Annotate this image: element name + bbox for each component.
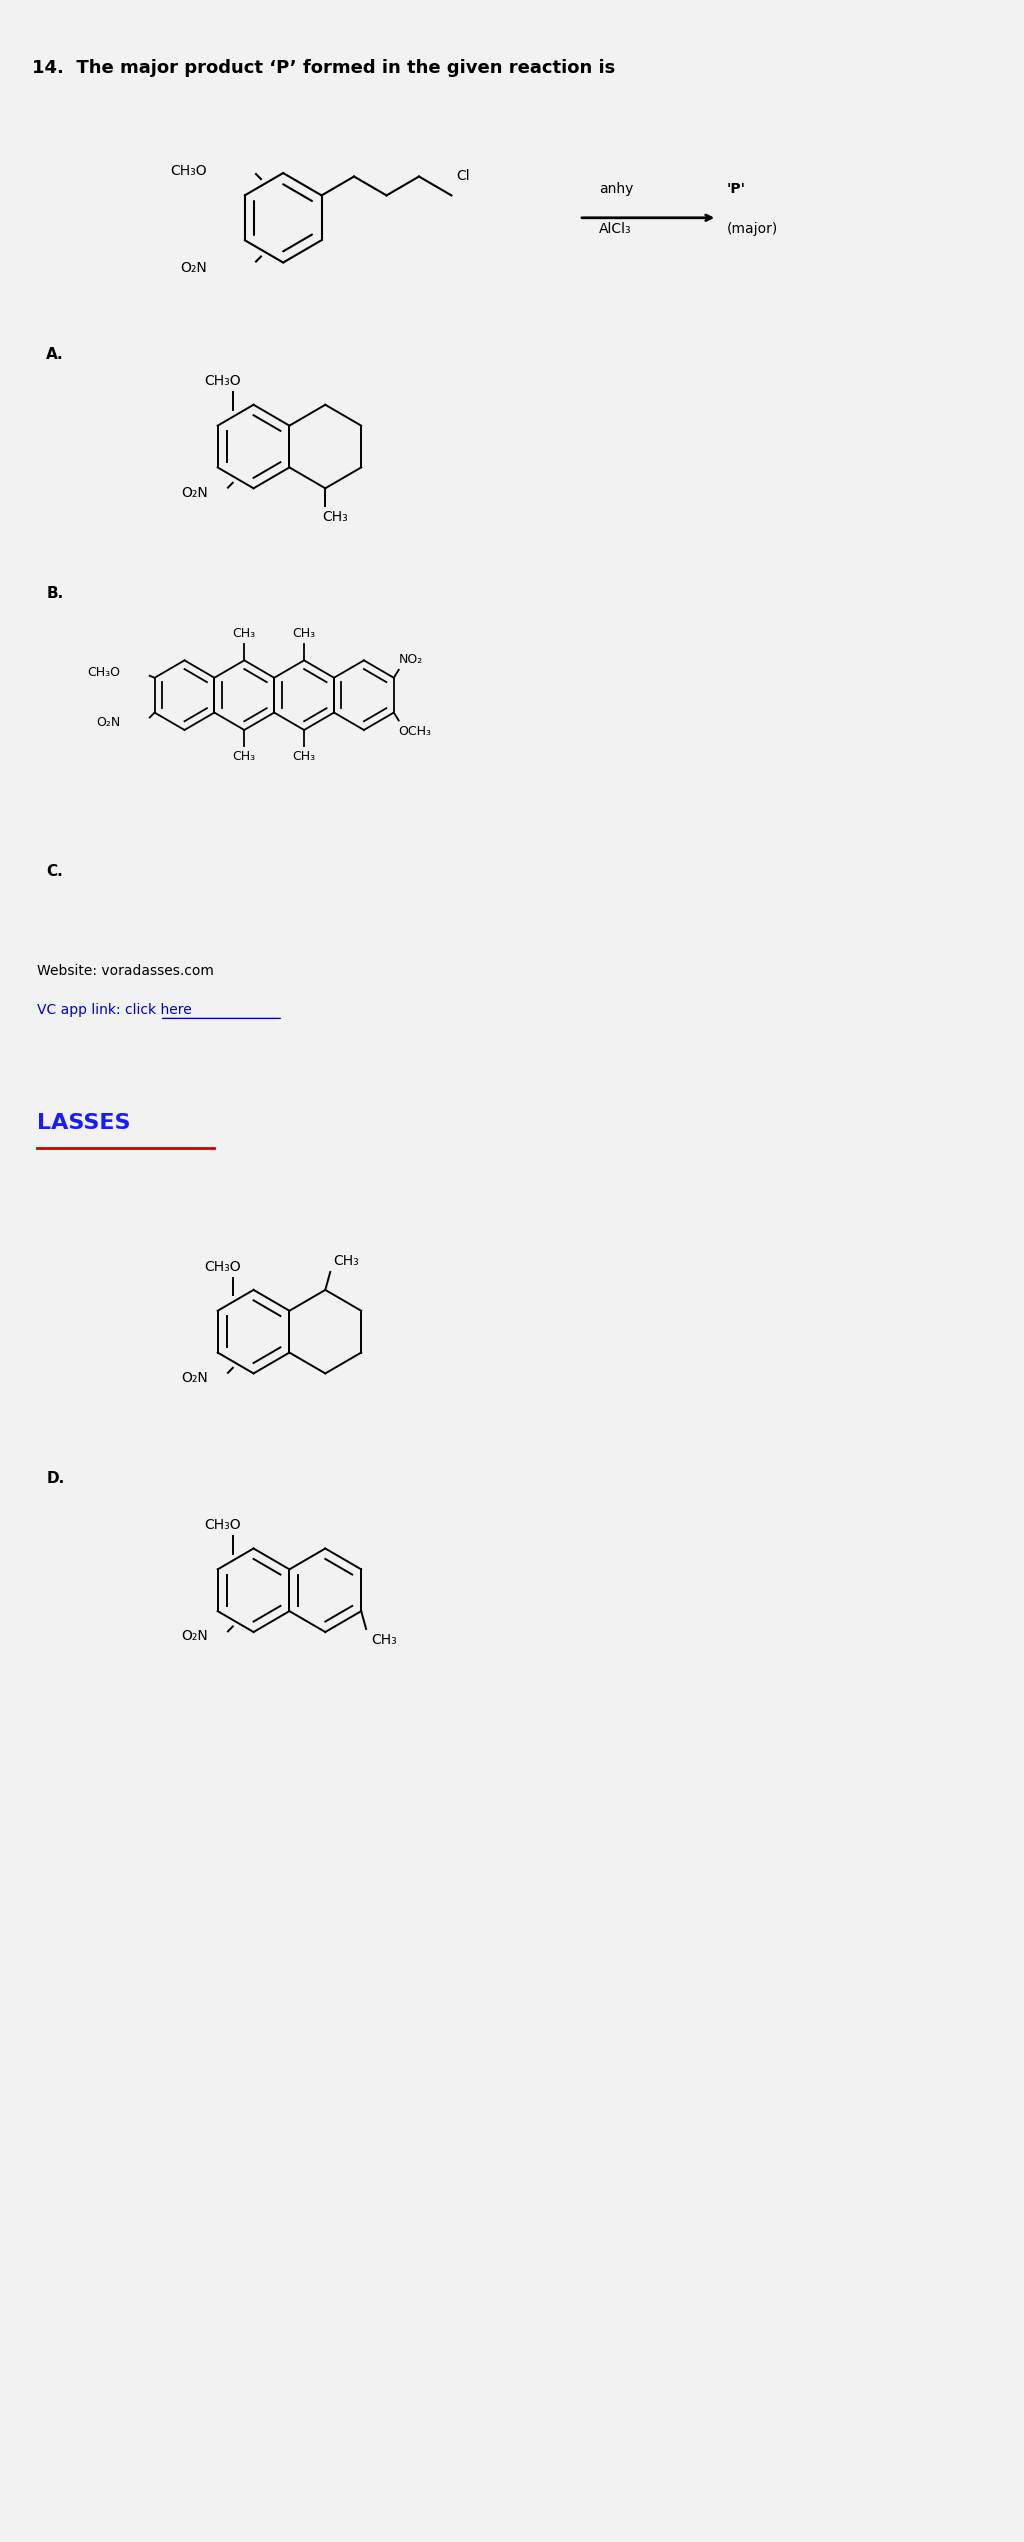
Text: Website: voradasses.com: Website: voradasses.com (37, 963, 213, 979)
Text: 14.  The major product ‘P’ formed in the given reaction is: 14. The major product ‘P’ formed in the … (32, 58, 614, 76)
Text: VC app link: click here: VC app link: click here (37, 1004, 191, 1017)
Text: O₂N: O₂N (96, 717, 120, 730)
Text: B.: B. (46, 585, 63, 600)
Text: CH₃: CH₃ (333, 1253, 359, 1268)
Text: Cl: Cl (457, 170, 470, 183)
Text: anhy: anhy (599, 183, 633, 196)
Text: C.: C. (46, 864, 63, 880)
Text: OCH₃: OCH₃ (398, 724, 432, 737)
Text: NO₂: NO₂ (398, 653, 423, 666)
Text: CH₃: CH₃ (371, 1632, 397, 1647)
Text: AlCl₃: AlCl₃ (599, 221, 632, 236)
Text: O₂N: O₂N (180, 262, 207, 275)
Text: LASSES: LASSES (37, 1113, 130, 1134)
Text: CH₃: CH₃ (293, 628, 315, 641)
Text: CH₃O: CH₃O (87, 666, 120, 679)
Text: CH₃: CH₃ (232, 628, 256, 641)
Text: CH₃: CH₃ (232, 750, 256, 763)
Text: (major): (major) (727, 221, 778, 236)
Text: CH₃O: CH₃O (205, 1261, 242, 1274)
Text: A.: A. (46, 348, 65, 361)
Text: O₂N: O₂N (181, 1629, 208, 1642)
Text: O₂N: O₂N (181, 486, 208, 501)
Text: CH₃O: CH₃O (205, 1518, 242, 1533)
Text: O₂N: O₂N (181, 1370, 208, 1385)
Text: CH₃: CH₃ (293, 750, 315, 763)
Text: CH₃O: CH₃O (170, 165, 207, 178)
Text: CH₃O: CH₃O (205, 374, 242, 389)
Text: 'P': 'P' (727, 183, 746, 196)
Text: CH₃: CH₃ (323, 511, 348, 524)
Text: D.: D. (46, 1472, 65, 1487)
